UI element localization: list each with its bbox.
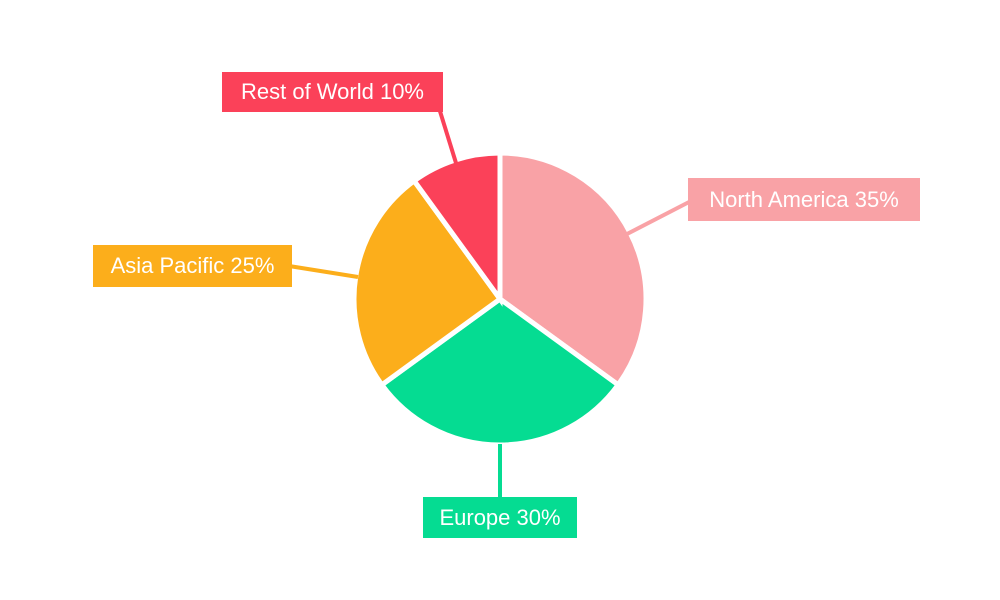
leader-line-north-america: [626, 199, 692, 236]
label-north-america: North America 35%: [688, 178, 920, 221]
leader-lines: [288, 107, 692, 499]
label-europe: Europe 30%: [423, 497, 577, 538]
pie-slices: [351, 150, 649, 448]
leader-line-asia-pacific: [288, 264, 359, 279]
leader-line-rest-of-world: [437, 107, 458, 164]
label-asia-pacific: Asia Pacific 25%: [93, 245, 292, 287]
label-rest-of-world: Rest of World 10%: [222, 72, 443, 112]
